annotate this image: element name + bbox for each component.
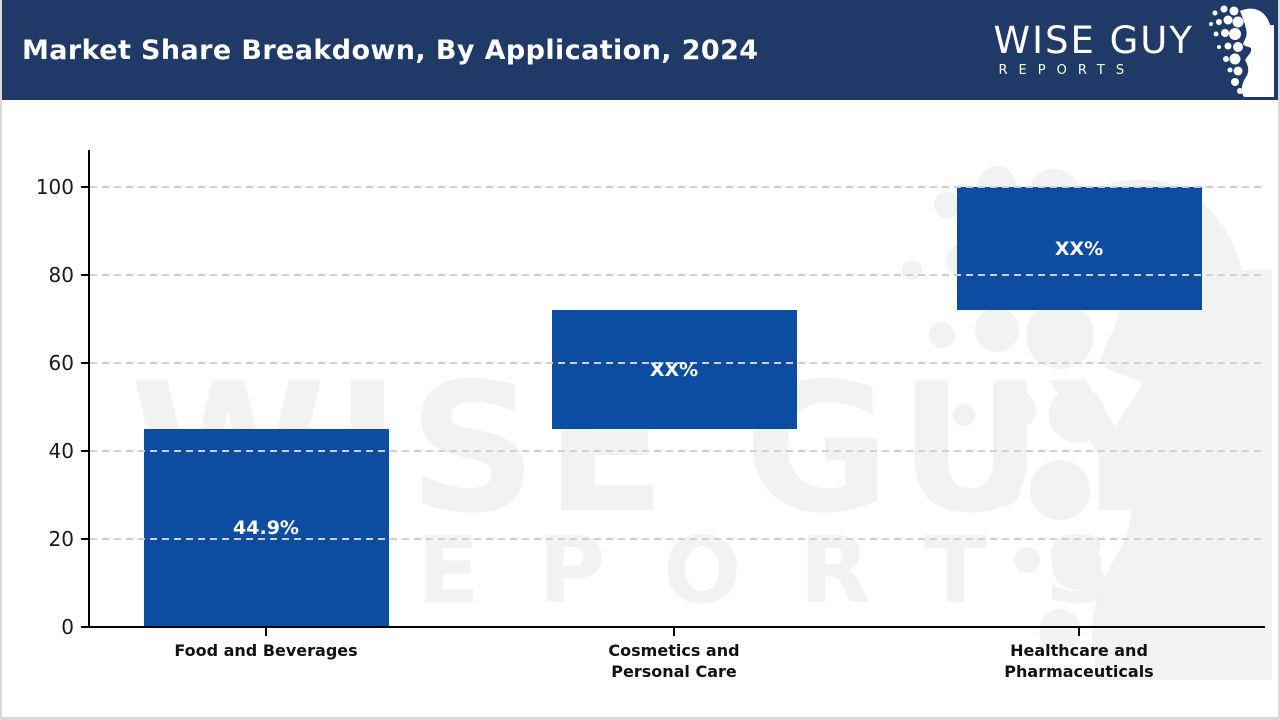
y-tick-mark-20 [81, 538, 89, 540]
y-tick-label-20: 20 [48, 527, 74, 551]
x-category-label: Food and Beverages [174, 641, 358, 660]
y-tick-mark-80 [81, 274, 89, 276]
y-axis-line [88, 150, 90, 628]
bar-value-label: 44.9% [233, 517, 299, 540]
logo-wordmark: WISE GUY [993, 19, 1194, 62]
bar-cosmetics-and-personal-care [551, 310, 797, 430]
bar-healthcare-and-pharmaceuticals [956, 187, 1202, 311]
gridline-100 [90, 186, 1264, 188]
dotted-face-icon [1209, 5, 1274, 97]
y-tick-label-0: 0 [61, 615, 74, 639]
x-axis-line [87, 626, 1265, 628]
x-category-label: Healthcare and Pharmaceuticals [1004, 641, 1154, 681]
header: Market Share Breakdown, By Application, … [2, 0, 1278, 100]
y-tick-label-80: 80 [48, 263, 74, 287]
y-tick-label-60: 60 [48, 351, 74, 375]
gridline-40 [90, 450, 1264, 452]
x-tick-mark-1 [673, 628, 675, 636]
y-tick-mark-60 [81, 362, 89, 364]
bar-value-label: XX% [649, 358, 699, 381]
bar-value-label: XX% [1054, 237, 1104, 260]
y-tick-label-40: 40 [48, 439, 74, 463]
gridline-80 [90, 274, 1264, 276]
logo-subtitle: REPORTS [998, 63, 1136, 78]
x-tick-mark-0 [265, 628, 267, 636]
chart-canvas: WISE GUY REPORTS 0 20 40 60 80 100 44.9% Food a… [2, 100, 1278, 717]
y-tick-mark-100 [81, 186, 89, 188]
bar-food-and-beverages [143, 429, 389, 627]
gridline-20 [90, 538, 1264, 540]
chart-title: Market Share Breakdown, By Application, … [22, 34, 759, 66]
y-tick-mark-40 [81, 450, 89, 452]
gridline-60 [90, 362, 1264, 364]
x-category-label: Cosmetics and Personal Care [608, 641, 740, 681]
wise-guy-reports-logo: WISE GUY REPORTS [994, 3, 1274, 97]
y-tick-label-100: 100 [35, 175, 74, 199]
y-tick-mark-0 [81, 626, 89, 628]
x-tick-mark-2 [1078, 628, 1080, 636]
logo-text: WISE GUY REPORTS [994, 22, 1194, 78]
